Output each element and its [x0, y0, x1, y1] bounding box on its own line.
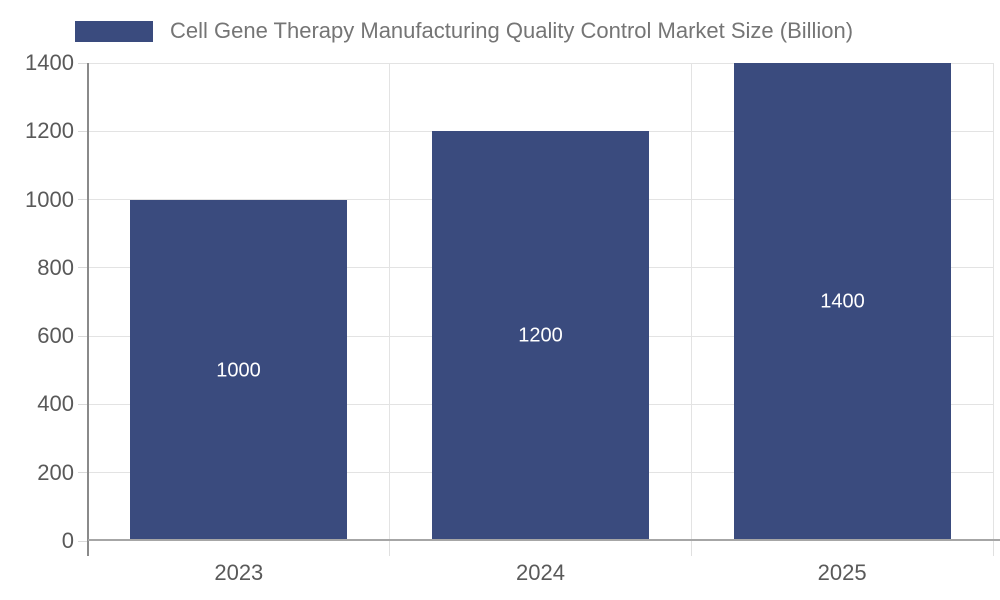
y-tick-mark — [78, 540, 88, 542]
bar-2023: 1000 — [130, 200, 347, 541]
legend-swatch — [75, 20, 153, 42]
y-tick-mark — [78, 472, 88, 474]
y-tick-label: 1400 — [25, 50, 74, 75]
bar-2024: 1200 — [432, 131, 649, 541]
y-tick-mark — [78, 267, 88, 269]
legend: Cell Gene Therapy Manufacturing Quality … — [75, 15, 853, 47]
y-tick-label: 400 — [37, 391, 74, 417]
bar-value-label: 1400 — [820, 290, 865, 313]
x-gridline — [992, 63, 994, 541]
x-tick-mark — [992, 541, 994, 556]
y-tick-label: 1000 — [25, 186, 74, 212]
x-gridline — [690, 63, 692, 541]
x-tick-label: 2023 — [214, 560, 264, 585]
y-tick-mark — [78, 335, 88, 337]
x-tick-label: 2025 — [817, 560, 867, 585]
bar-value-label: 1200 — [518, 324, 563, 347]
bar-2025: 1400 — [734, 63, 951, 541]
y-axis-line — [87, 63, 89, 556]
y-tick-label: 1200 — [25, 118, 74, 144]
x-tick-mark — [690, 541, 692, 556]
y-gridline — [88, 62, 993, 64]
y-tick-label: 600 — [37, 323, 74, 349]
x-tick-label: 2024 — [516, 560, 565, 585]
x-gridline — [389, 63, 391, 541]
x-tick-mark — [389, 541, 391, 556]
y-tick-mark — [78, 199, 88, 201]
y-tick-label: 0 — [61, 528, 74, 553]
y-tick-mark — [78, 130, 88, 132]
legend-label: Cell Gene Therapy Manufacturing Quality … — [170, 18, 854, 43]
y-tick-label: 800 — [37, 254, 74, 280]
bar-value-label: 1000 — [216, 359, 261, 381]
y-tick-mark — [78, 403, 88, 405]
plot-area: 0 200 400 600 800 1000 1200 1400 1000 2023 1200 202… — [25, 50, 994, 585]
x-axis-line — [88, 539, 1000, 541]
y-tick-mark — [78, 62, 88, 64]
y-tick-label: 200 — [37, 459, 74, 485]
